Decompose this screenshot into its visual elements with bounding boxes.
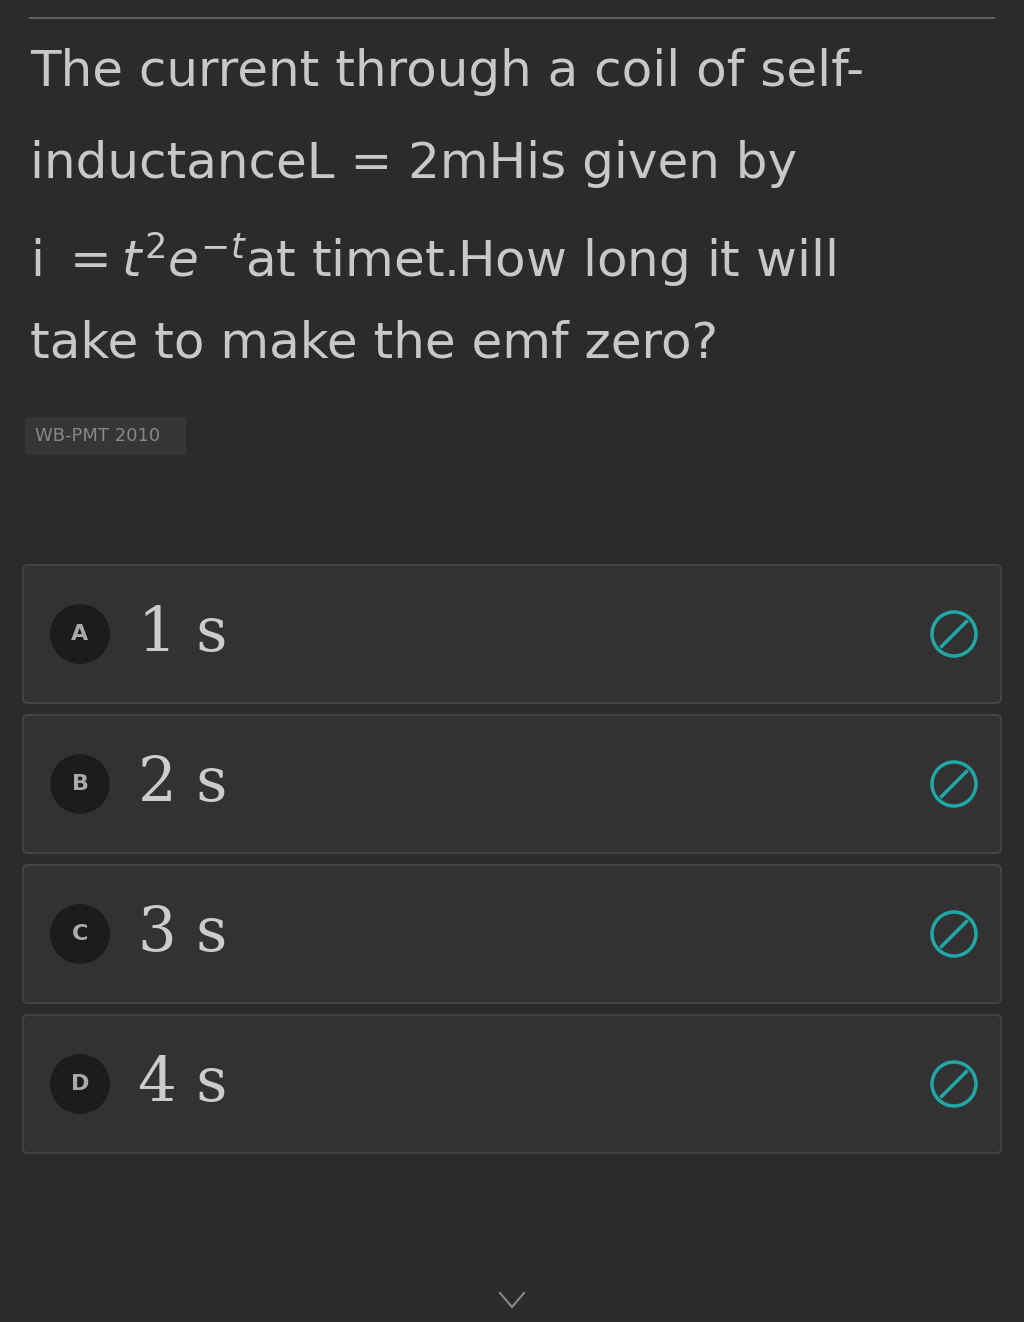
Text: 2 s: 2 s bbox=[138, 754, 227, 814]
Circle shape bbox=[50, 754, 110, 814]
Text: 1 s: 1 s bbox=[138, 604, 227, 664]
Text: 3 s: 3 s bbox=[138, 904, 227, 964]
Text: C: C bbox=[72, 924, 88, 944]
Text: take to make the emf zero?: take to make the emf zero? bbox=[30, 320, 718, 368]
FancyBboxPatch shape bbox=[23, 715, 1001, 853]
FancyBboxPatch shape bbox=[23, 564, 1001, 703]
Text: 4 s: 4 s bbox=[138, 1054, 227, 1114]
Text: inductanceL = 2mHis given by: inductanceL = 2mHis given by bbox=[30, 140, 797, 188]
Text: The current through a coil of self-: The current through a coil of self- bbox=[30, 48, 864, 97]
Text: D: D bbox=[71, 1073, 89, 1095]
Circle shape bbox=[50, 904, 110, 964]
Text: WB-PMT 2010: WB-PMT 2010 bbox=[35, 427, 160, 446]
FancyBboxPatch shape bbox=[25, 416, 186, 455]
Circle shape bbox=[50, 604, 110, 664]
Text: B: B bbox=[72, 773, 88, 795]
FancyBboxPatch shape bbox=[23, 1015, 1001, 1153]
Circle shape bbox=[50, 1054, 110, 1114]
Text: A: A bbox=[72, 624, 89, 644]
FancyBboxPatch shape bbox=[23, 865, 1001, 1003]
Text: i $=t^2e^{-t}$at timet.How long it will: i $=t^2e^{-t}$at timet.How long it will bbox=[30, 230, 836, 290]
